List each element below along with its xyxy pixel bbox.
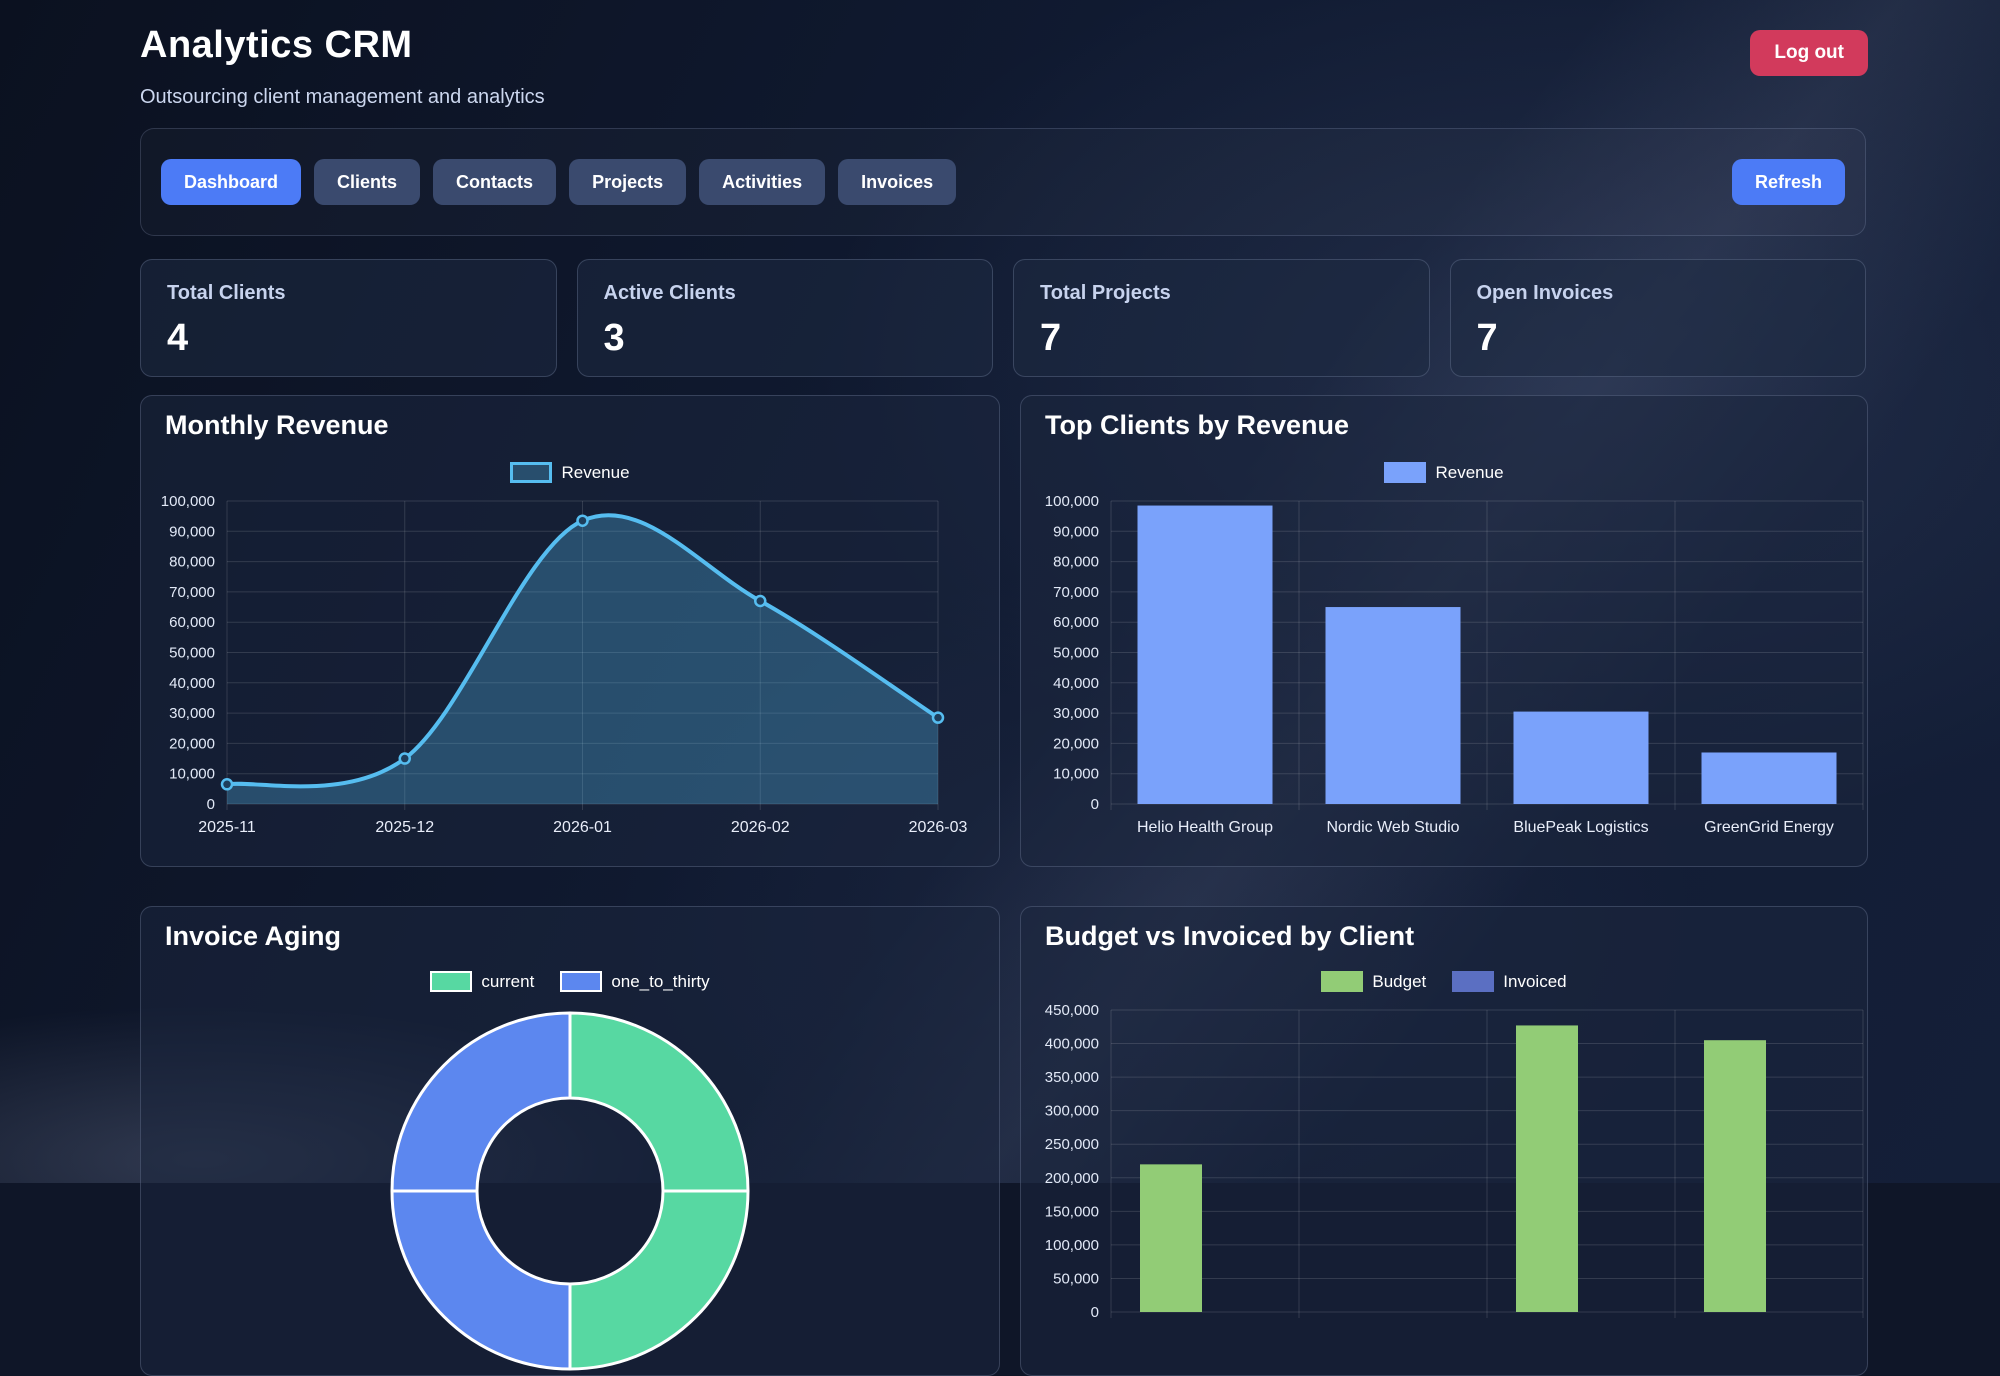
monthly-revenue-legend: Revenue <box>141 462 999 483</box>
stat-card-open-invoices: Open Invoices 7 <box>1449 259 1866 377</box>
legend-label: one_to_thirty <box>611 971 710 991</box>
svg-text:100,000: 100,000 <box>161 493 215 510</box>
dashboard-page: Analytics CRM Outsourcing client managem… <box>140 24 1868 1376</box>
stat-value: 7 <box>1040 317 1062 359</box>
logout-button[interactable]: Log out <box>1750 30 1868 76</box>
legend-swatch <box>1384 462 1427 483</box>
legend-item-one-to-thirty[interactable]: one_to_thirty <box>560 971 710 992</box>
app-title: Analytics CRM <box>140 24 413 66</box>
nav-item-projects[interactable]: Projects <box>569 159 687 205</box>
stat-value: 3 <box>603 317 625 359</box>
svg-text:80,000: 80,000 <box>169 554 215 571</box>
svg-text:2026-02: 2026-02 <box>731 819 790 836</box>
svg-text:40,000: 40,000 <box>169 675 215 692</box>
legend-item-revenue[interactable]: Revenue <box>1384 462 1504 483</box>
svg-text:20,000: 20,000 <box>169 735 215 752</box>
app-subtitle: Outsourcing client management and analyt… <box>140 86 545 108</box>
svg-text:90,000: 90,000 <box>1053 523 1099 540</box>
svg-text:350,000: 350,000 <box>1045 1069 1099 1086</box>
svg-text:150,000: 150,000 <box>1045 1203 1099 1220</box>
legend-item-revenue[interactable]: Revenue <box>510 462 630 483</box>
svg-text:0: 0 <box>207 796 215 813</box>
top-clients-legend: Revenue <box>1021 462 1867 483</box>
stat-value: 7 <box>1476 317 1498 359</box>
svg-text:60,000: 60,000 <box>1053 614 1099 631</box>
svg-text:100,000: 100,000 <box>1045 493 1099 510</box>
svg-text:50,000: 50,000 <box>1053 645 1099 662</box>
svg-text:100,000: 100,000 <box>1045 1237 1099 1254</box>
stats-row: Total Clients 4 Active Clients 3 Total P… <box>140 259 1866 377</box>
svg-text:Helio Health Group: Helio Health Group <box>1137 819 1273 836</box>
svg-text:2026-01: 2026-01 <box>553 819 612 836</box>
svg-text:20,000: 20,000 <box>1053 735 1099 752</box>
svg-text:BluePeak Logistics: BluePeak Logistics <box>1513 819 1648 836</box>
chart-title-top-clients: Top Clients by Revenue <box>1045 410 1350 440</box>
legend-swatch <box>510 462 553 483</box>
legend-swatch <box>1452 971 1495 992</box>
legend-swatch <box>1321 971 1364 992</box>
stat-label: Open Invoices <box>1476 282 1614 304</box>
svg-text:60,000: 60,000 <box>169 614 215 631</box>
svg-text:70,000: 70,000 <box>169 584 215 601</box>
svg-text:70,000: 70,000 <box>1053 584 1099 601</box>
svg-text:450,000: 450,000 <box>1045 1002 1099 1019</box>
stat-value: 4 <box>167 317 189 359</box>
stat-card-total-clients: Total Clients 4 <box>140 259 557 377</box>
legend-label: Budget <box>1372 971 1427 991</box>
svg-text:200,000: 200,000 <box>1045 1170 1099 1187</box>
top-clients-chart[interactable]: 0 10,000 20,000 30,000 40,000 50,000 60,000 70,… <box>1021 396 1867 866</box>
legend-swatch <box>430 971 473 992</box>
svg-text:Nordic Web Studio: Nordic Web Studio <box>1326 819 1459 836</box>
stat-label: Total Clients <box>167 282 286 304</box>
invoice-aging-card: Invoice Aging current one_to_thirty <box>140 906 1000 1376</box>
stat-card-total-projects: Total Projects 7 <box>1013 259 1430 377</box>
legend-swatch <box>560 971 603 992</box>
svg-text:2026-03: 2026-03 <box>909 819 968 836</box>
nav-item-clients[interactable]: Clients <box>314 159 421 205</box>
top-clients-card: Top Clients by Revenue Revenue 0 10,000 20… <box>1020 395 1868 867</box>
svg-text:50,000: 50,000 <box>169 645 215 662</box>
legend-item-current[interactable]: current <box>430 971 534 992</box>
invoice-aging-legend: current one_to_thirty <box>141 971 999 992</box>
svg-text:2025-12: 2025-12 <box>375 819 434 836</box>
svg-text:10,000: 10,000 <box>1053 766 1099 783</box>
legend-label: Revenue <box>1435 462 1504 482</box>
nav-item-invoices[interactable]: Invoices <box>838 159 957 205</box>
nav-item-dashboard[interactable]: Dashboard <box>161 159 302 205</box>
chart-title-invoice-aging: Invoice Aging <box>165 921 342 951</box>
svg-text:50,000: 50,000 <box>1053 1270 1099 1287</box>
svg-text:300,000: 300,000 <box>1045 1103 1099 1120</box>
svg-text:400,000: 400,000 <box>1045 1036 1099 1053</box>
svg-text:0: 0 <box>1091 1304 1099 1321</box>
legend-item-invoiced[interactable]: Invoiced <box>1452 971 1567 992</box>
stat-card-active-clients: Active Clients 3 <box>576 259 993 377</box>
svg-text:80,000: 80,000 <box>1053 554 1099 571</box>
svg-text:250,000: 250,000 <box>1045 1136 1099 1153</box>
chart-title-monthly-revenue: Monthly Revenue <box>165 410 389 440</box>
chart-title-budget-invoiced: Budget vs Invoiced by Client <box>1045 921 1415 951</box>
svg-text:GreenGrid Energy: GreenGrid Energy <box>1704 819 1834 836</box>
legend-item-budget[interactable]: Budget <box>1321 971 1426 992</box>
svg-text:10,000: 10,000 <box>169 766 215 783</box>
refresh-button[interactable]: Refresh <box>1731 159 1845 205</box>
budget-invoiced-legend: Budget Invoiced <box>1021 971 1867 992</box>
svg-text:2025-11: 2025-11 <box>198 819 256 836</box>
budget-vs-invoiced-card: Budget vs Invoiced by Client Budget Invo… <box>1020 906 1868 1376</box>
svg-text:40,000: 40,000 <box>1053 675 1099 692</box>
stat-label: Total Projects <box>1040 282 1171 304</box>
legend-label: Invoiced <box>1503 971 1567 991</box>
nav-item-activities[interactable]: Activities <box>699 159 826 205</box>
svg-text:30,000: 30,000 <box>1053 705 1099 722</box>
svg-text:0: 0 <box>1091 796 1099 813</box>
stat-label: Active Clients <box>603 282 736 304</box>
svg-text:30,000: 30,000 <box>169 705 215 722</box>
nav-item-contacts[interactable]: Contacts <box>433 159 557 205</box>
monthly-revenue-chart[interactable]: 0 10,000 20,000 30,000 40,000 50,000 60,000 70,… <box>141 396 999 866</box>
main-nav: Dashboard Clients Contacts Projects Acti… <box>140 128 1866 236</box>
monthly-revenue-card: Monthly Revenue Revenue 0 10,000 20,000 30,… <box>140 395 1000 867</box>
legend-label: Revenue <box>561 462 630 482</box>
svg-text:90,000: 90,000 <box>169 523 215 540</box>
legend-label: current <box>481 971 535 991</box>
